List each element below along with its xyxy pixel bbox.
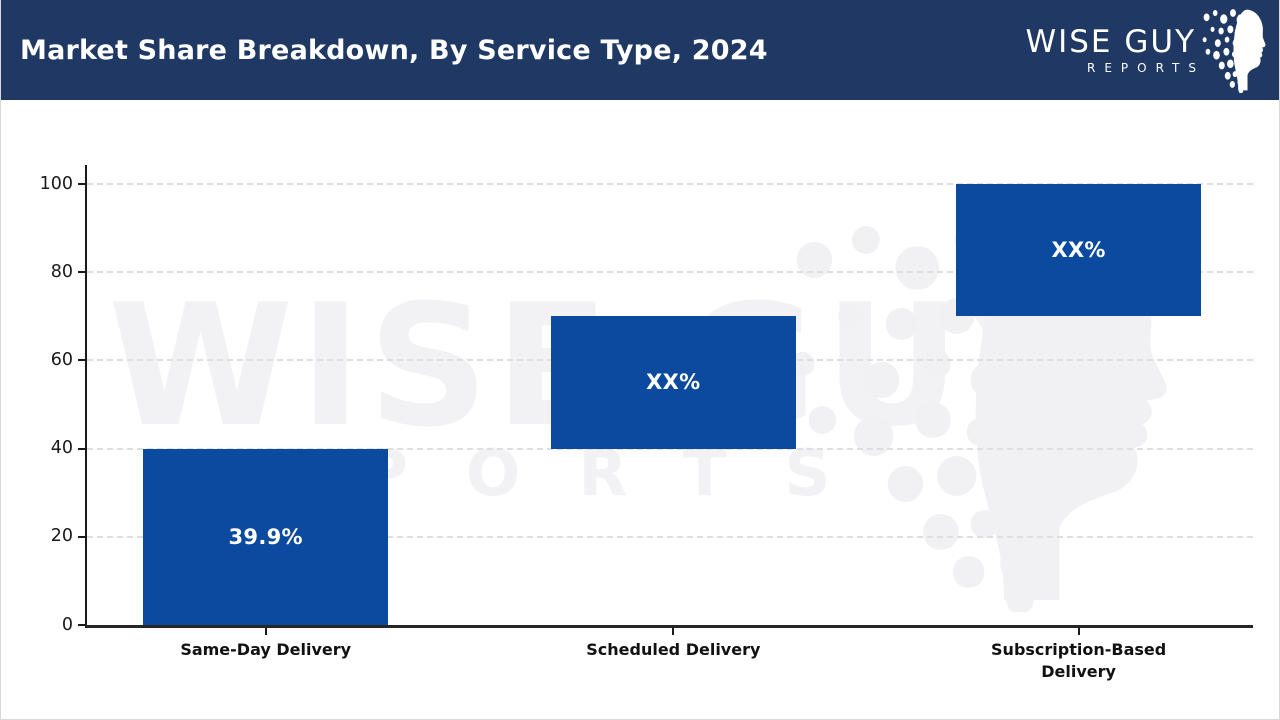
logo-wordmark: WISE GUY [1025, 23, 1196, 60]
y-tick-mark [78, 359, 85, 362]
page-title: Market Share Breakdown, By Service Type,… [20, 34, 768, 66]
y-tick-mark [78, 271, 85, 274]
bar-value-label: XX% [646, 370, 701, 395]
logo-text: WISE GUY REPORTS [1025, 23, 1196, 74]
logo-subtitle: REPORTS [1086, 60, 1205, 75]
x-tick-label: Scheduled Delivery [586, 640, 761, 659]
x-tick-mark [1077, 628, 1080, 635]
y-tick-label: 20 [50, 526, 73, 547]
gridline-40 [87, 447, 1253, 450]
y-tick-mark [78, 447, 85, 450]
header-bar: Market Share Breakdown, By Service Type,… [0, 0, 1280, 100]
y-tick-label: 40 [50, 438, 73, 459]
gridline-80 [87, 271, 1253, 274]
bar-segment: XX% [956, 184, 1202, 317]
wise-guy-logo: WISE GUY REPORTS [1025, 7, 1266, 93]
bar-value-label: XX% [1051, 238, 1106, 263]
bar-segment: XX% [550, 316, 796, 449]
gridline-20 [87, 535, 1253, 538]
bar-chart: 0 20 40 60 80 100 39.9% Same-Day Delivery XX% Sch… [40, 165, 1253, 681]
y-tick-label: 80 [50, 261, 73, 282]
bar-value-label: 39.9% [228, 524, 303, 549]
y-tick-label: 100 [39, 173, 73, 194]
x-tick-label: Same-Day Delivery [180, 640, 352, 659]
y-tick-mark [78, 183, 85, 186]
y-tick-mark [78, 624, 85, 626]
x-tick-mark [264, 628, 267, 635]
y-tick-label: 60 [50, 349, 73, 370]
y-tick-mark [78, 535, 85, 538]
x-tick-mark [672, 628, 675, 635]
bar-segment: 39.9% [143, 448, 389, 625]
y-tick-label: 0 [61, 614, 73, 635]
gridline-100 [87, 183, 1253, 186]
logo-face-icon [1202, 9, 1266, 93]
x-tick-label: Subscription-Based Delivery [991, 640, 1167, 681]
